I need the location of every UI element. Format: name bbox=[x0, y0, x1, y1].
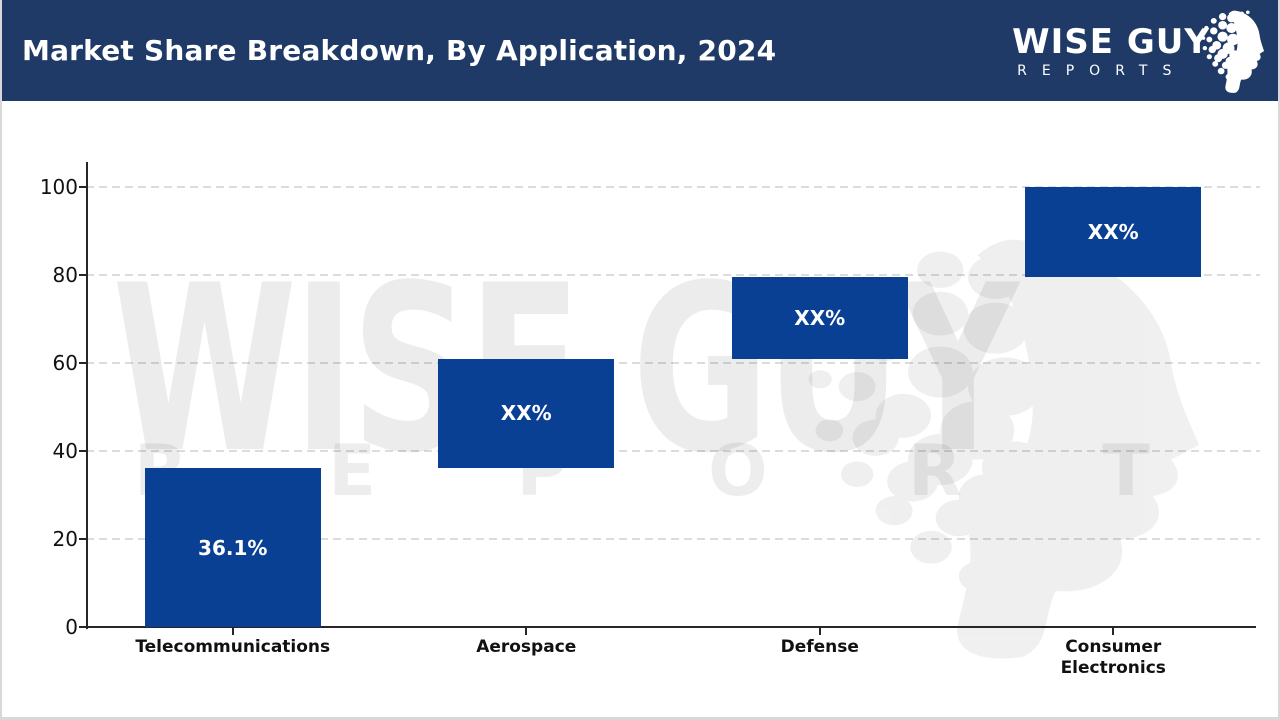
y-axis-line bbox=[86, 162, 88, 629]
bar-value-label: XX% bbox=[1087, 220, 1139, 245]
header-bar: Market Share Breakdown, By Application, … bbox=[2, 0, 1278, 101]
bar-defense: XX% bbox=[731, 277, 908, 359]
x-tick-mark bbox=[525, 628, 528, 635]
x-tick-mark bbox=[231, 628, 234, 635]
logo-text: WISE GUY REPORTS bbox=[1012, 24, 1210, 79]
gridline-y100 bbox=[86, 186, 1260, 188]
y-tick-mark bbox=[79, 538, 86, 540]
y-tick-mark bbox=[79, 274, 86, 276]
dotted-head-profile-icon bbox=[1201, 10, 1265, 93]
bar-value-label: 36.1% bbox=[198, 535, 268, 560]
y-tick-label: 40 bbox=[52, 439, 78, 463]
y-tick-mark bbox=[79, 362, 86, 364]
bar-consumer-electronics: XX% bbox=[1025, 187, 1202, 278]
y-tick-label: 80 bbox=[52, 263, 78, 287]
x-axis-line bbox=[86, 626, 1256, 628]
y-tick-mark bbox=[79, 186, 86, 188]
wise-guy-reports-logo: WISE GUY REPORTS bbox=[1012, 8, 1270, 94]
gridline-y40 bbox=[86, 450, 1260, 452]
gridline-y80 bbox=[86, 274, 1260, 276]
x-category-label: Telecommunications bbox=[135, 637, 331, 657]
y-tick-mark bbox=[79, 626, 86, 628]
bar-value-label: XX% bbox=[500, 401, 552, 426]
x-tick-mark bbox=[818, 628, 821, 635]
gridline-y20 bbox=[86, 538, 1260, 540]
x-tick-mark bbox=[1112, 628, 1115, 635]
page-title: Market Share Breakdown, By Application, … bbox=[22, 34, 777, 67]
logo-reports-text: REPORTS bbox=[1017, 62, 1187, 79]
x-category-label: Defense bbox=[780, 637, 859, 657]
x-category-label: Aerospace bbox=[476, 637, 577, 657]
x-category-label: Consumer Electronics bbox=[1060, 637, 1166, 678]
bar-telecommunications: 36.1% bbox=[144, 468, 321, 627]
y-tick-label: 60 bbox=[52, 351, 78, 375]
gridline-y60 bbox=[86, 362, 1260, 364]
bar-value-label: XX% bbox=[794, 305, 846, 330]
y-tick-label: 0 bbox=[65, 615, 78, 639]
y-tick-label: 20 bbox=[52, 527, 78, 551]
y-tick-mark bbox=[79, 450, 86, 452]
bar-aerospace: XX% bbox=[438, 358, 615, 469]
y-tick-label: 100 bbox=[39, 175, 78, 199]
logo-wiseguy-text: WISE GUY bbox=[1012, 21, 1210, 62]
